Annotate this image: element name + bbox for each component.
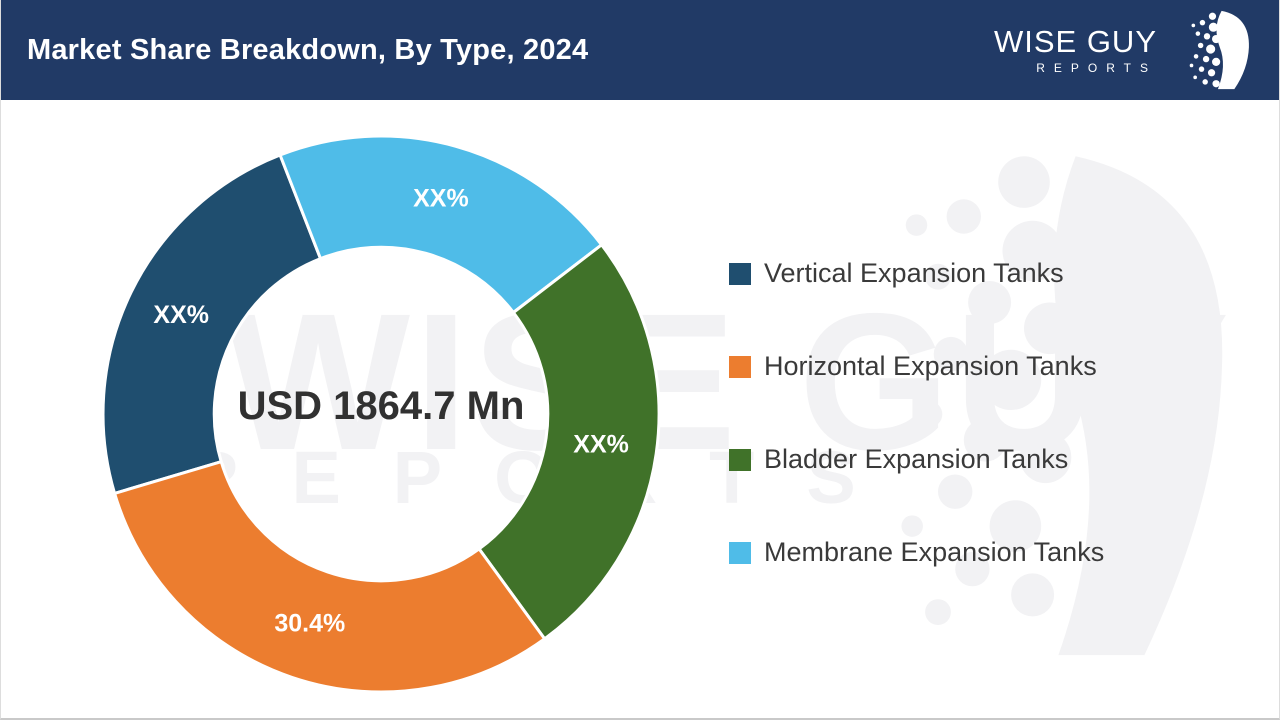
legend-swatch-icon <box>729 262 751 285</box>
watermark-face-icon <box>901 156 1223 656</box>
header-bar: Market Share Breakdown, By Type, 2024 WI… <box>1 0 1279 100</box>
donut-segment-1 <box>278 136 604 314</box>
legend-label: Vertical Expansion Tanks <box>764 258 1064 288</box>
chart-area: WISE GUY REPORTS XX%XX%XX%30.4% USD 1864… <box>1 100 1279 718</box>
donut-segment-2 <box>477 243 661 641</box>
legend-item-2: Bladder Expansion Tanks <box>729 444 1104 475</box>
donut-chart: XX% XX% XX% 30.4% <box>101 136 661 694</box>
legend-label: Horizontal Expansion Tanks <box>764 351 1097 381</box>
donut-segment-label-3: 30.4% <box>274 609 345 637</box>
logo-brand-subtitle: REPORTS <box>1036 61 1157 75</box>
page-title: Market Share Breakdown, By Type, 2024 <box>27 33 589 66</box>
legend-swatch-icon <box>729 541 751 564</box>
legend-swatch-icon <box>729 355 751 378</box>
donut-segment-label-0: XX% <box>153 301 209 329</box>
donut-segment-label-2: XX% <box>573 431 629 459</box>
wiseguy-face-icon <box>1189 10 1249 90</box>
donut-segment-3 <box>113 460 547 694</box>
wiseguy-logo-text: WISE GUY REPORTS <box>994 26 1157 74</box>
legend-item-3: Membrane Expansion Tanks <box>729 537 1104 568</box>
donut-segment-label-1: XX% <box>413 184 469 212</box>
donut-segment-0 <box>101 153 322 495</box>
donut-center-value: USD 1864.7 Mn <box>237 384 525 428</box>
legend-label: Membrane Expansion Tanks <box>764 537 1105 567</box>
legend-label: Bladder Expansion Tanks <box>764 444 1069 474</box>
legend: Vertical Expansion Tanks Horizontal Expan… <box>729 258 1104 568</box>
wiseguy-logo: WISE GUY REPORTS <box>994 9 1253 91</box>
legend-item-1: Horizontal Expansion Tanks <box>729 351 1104 382</box>
logo-brand-name: WISE GUY <box>993 24 1157 59</box>
legend-item-0: Vertical Expansion Tanks <box>729 258 1104 289</box>
legend-swatch-icon <box>729 448 751 471</box>
